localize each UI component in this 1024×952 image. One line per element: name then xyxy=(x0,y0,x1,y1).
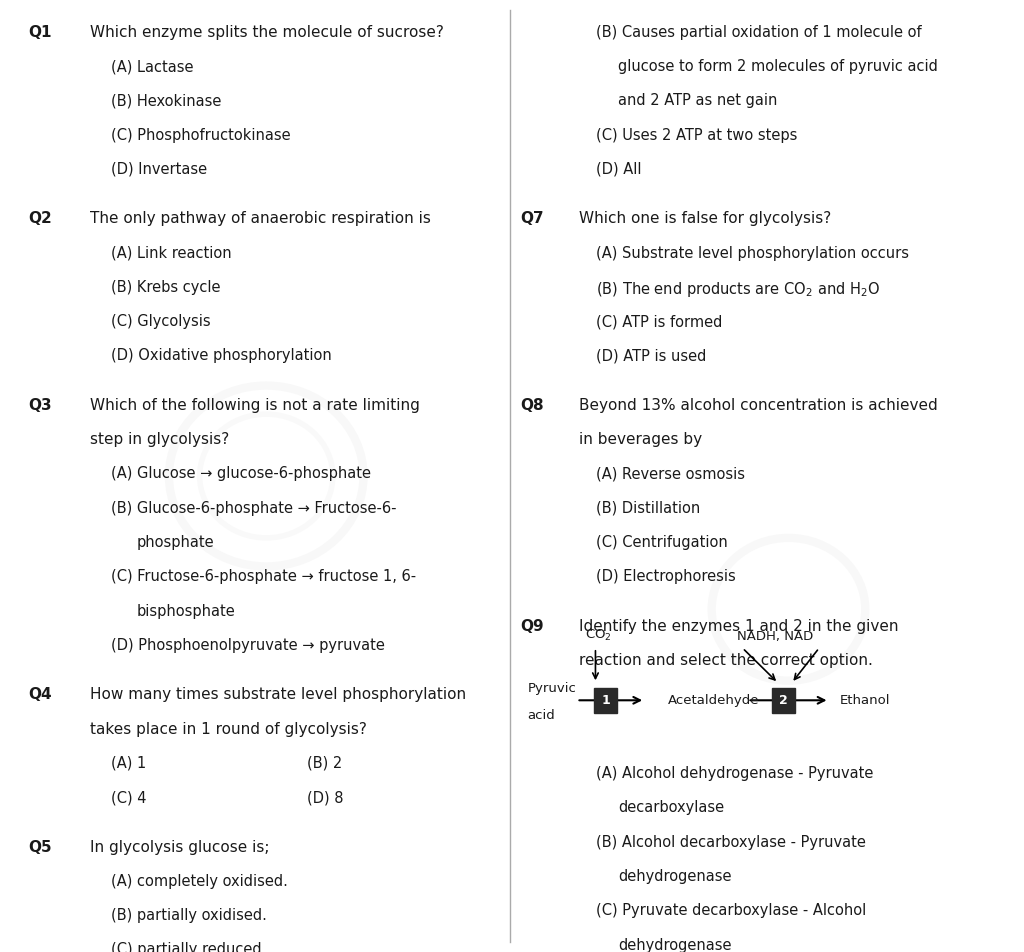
Text: dehydrogenase: dehydrogenase xyxy=(618,869,732,884)
Text: Q4: Q4 xyxy=(29,687,52,703)
Text: (C) Uses 2 ATP at two steps: (C) Uses 2 ATP at two steps xyxy=(596,128,798,143)
Text: (B) 2: (B) 2 xyxy=(307,756,342,771)
Text: Q1: Q1 xyxy=(29,25,52,40)
Text: The only pathway of anaerobic respiration is: The only pathway of anaerobic respiratio… xyxy=(90,211,431,227)
Text: (C) Fructose-6-phosphate → fructose 1, 6-: (C) Fructose-6-phosphate → fructose 1, 6… xyxy=(111,569,416,585)
Text: How many times substrate level phosphorylation: How many times substrate level phosphory… xyxy=(90,687,466,703)
Text: phosphate: phosphate xyxy=(136,535,214,550)
Text: (C) ATP is formed: (C) ATP is formed xyxy=(596,314,722,329)
Text: (B) Distillation: (B) Distillation xyxy=(596,501,700,516)
Text: Which enzyme splits the molecule of sucrose?: Which enzyme splits the molecule of sucr… xyxy=(90,25,444,40)
Text: Q7: Q7 xyxy=(520,211,544,227)
Text: (B) Alcohol decarboxylase - Pyruvate: (B) Alcohol decarboxylase - Pyruvate xyxy=(596,835,866,850)
Text: (B) Hexokinase: (B) Hexokinase xyxy=(111,93,221,109)
Text: (A) Lactase: (A) Lactase xyxy=(111,59,194,74)
Text: Which of the following is not a rate limiting: Which of the following is not a rate lim… xyxy=(90,398,420,413)
Text: (A) Substrate level phosphorylation occurs: (A) Substrate level phosphorylation occu… xyxy=(596,246,909,261)
Text: (D) ATP is used: (D) ATP is used xyxy=(596,348,707,364)
Text: (C) Pyruvate decarboxylase - Alcohol: (C) Pyruvate decarboxylase - Alcohol xyxy=(596,903,866,919)
Text: Which one is false for glycolysis?: Which one is false for glycolysis? xyxy=(579,211,830,227)
Text: (D) Electrophoresis: (D) Electrophoresis xyxy=(596,569,735,585)
Text: (D) 8: (D) 8 xyxy=(307,790,344,805)
Text: dehydrogenase: dehydrogenase xyxy=(618,938,732,952)
Text: Ethanol: Ethanol xyxy=(840,694,890,706)
Text: In glycolysis glucose is;: In glycolysis glucose is; xyxy=(90,840,269,855)
Text: (D) Phosphoenolpyruvate → pyruvate: (D) Phosphoenolpyruvate → pyruvate xyxy=(111,638,384,653)
Text: and 2 ATP as net gain: and 2 ATP as net gain xyxy=(618,93,778,109)
Text: (B) Glucose-6-phosphate → Fructose-6-: (B) Glucose-6-phosphate → Fructose-6- xyxy=(111,501,396,516)
Text: Q9: Q9 xyxy=(520,619,544,634)
Text: Beyond 13% alcohol concentration is achieved: Beyond 13% alcohol concentration is achi… xyxy=(579,398,937,413)
Text: (B) partially oxidised.: (B) partially oxidised. xyxy=(111,908,266,923)
Text: (A) Reverse osmosis: (A) Reverse osmosis xyxy=(596,466,745,482)
Text: Identify the enzymes 1 and 2 in the given: Identify the enzymes 1 and 2 in the give… xyxy=(579,619,898,634)
Text: reaction and select the correct option.: reaction and select the correct option. xyxy=(579,653,872,668)
FancyBboxPatch shape xyxy=(594,688,616,713)
Text: decarboxylase: decarboxylase xyxy=(618,801,725,816)
Text: Q2: Q2 xyxy=(29,211,52,227)
Text: in beverages by: in beverages by xyxy=(579,432,701,447)
Text: Q3: Q3 xyxy=(29,398,52,413)
Text: bisphosphate: bisphosphate xyxy=(136,604,234,619)
Text: (C) 4: (C) 4 xyxy=(111,790,146,805)
Text: 1: 1 xyxy=(601,694,610,706)
Text: (D) Oxidative phosphorylation: (D) Oxidative phosphorylation xyxy=(111,348,332,364)
Text: (A) Alcohol dehydrogenase - Pyruvate: (A) Alcohol dehydrogenase - Pyruvate xyxy=(596,766,873,782)
Text: Q8: Q8 xyxy=(520,398,544,413)
Text: (A) Link reaction: (A) Link reaction xyxy=(111,246,231,261)
Text: step in glycolysis?: step in glycolysis? xyxy=(90,432,229,447)
Text: (A) 1: (A) 1 xyxy=(111,756,145,771)
Text: (B) Krebs cycle: (B) Krebs cycle xyxy=(111,280,220,295)
FancyBboxPatch shape xyxy=(772,688,795,713)
Text: (A) completely oxidised.: (A) completely oxidised. xyxy=(111,874,288,889)
Text: (B) The end products are $\mathrm{CO_2}$ and $\mathrm{H_2O}$: (B) The end products are $\mathrm{CO_2}$… xyxy=(596,280,880,299)
Text: Acetaldehyde: Acetaldehyde xyxy=(668,694,759,706)
Text: (C) Phosphofructokinase: (C) Phosphofructokinase xyxy=(111,128,290,143)
Text: Pyruvic: Pyruvic xyxy=(527,683,577,695)
Text: (C) Glycolysis: (C) Glycolysis xyxy=(111,314,210,329)
Text: acid: acid xyxy=(527,709,555,722)
Text: (D) Invertase: (D) Invertase xyxy=(111,162,207,177)
Text: NADH, NAD: NADH, NAD xyxy=(737,630,813,644)
Text: (A) Glucose → glucose-6-phosphate: (A) Glucose → glucose-6-phosphate xyxy=(111,466,371,482)
Text: $\mathrm{CO_2}$: $\mathrm{CO_2}$ xyxy=(586,628,612,644)
Text: 2: 2 xyxy=(779,694,787,706)
Text: (D) All: (D) All xyxy=(596,162,641,177)
Text: Q5: Q5 xyxy=(29,840,52,855)
Text: (B) Causes partial oxidation of 1 molecule of: (B) Causes partial oxidation of 1 molecu… xyxy=(596,25,922,40)
Text: glucose to form 2 molecules of pyruvic acid: glucose to form 2 molecules of pyruvic a… xyxy=(618,59,938,74)
Text: takes place in 1 round of glycolysis?: takes place in 1 round of glycolysis? xyxy=(90,722,367,737)
Text: (C) partially reduced.: (C) partially reduced. xyxy=(111,942,266,952)
Text: (C) Centrifugation: (C) Centrifugation xyxy=(596,535,728,550)
